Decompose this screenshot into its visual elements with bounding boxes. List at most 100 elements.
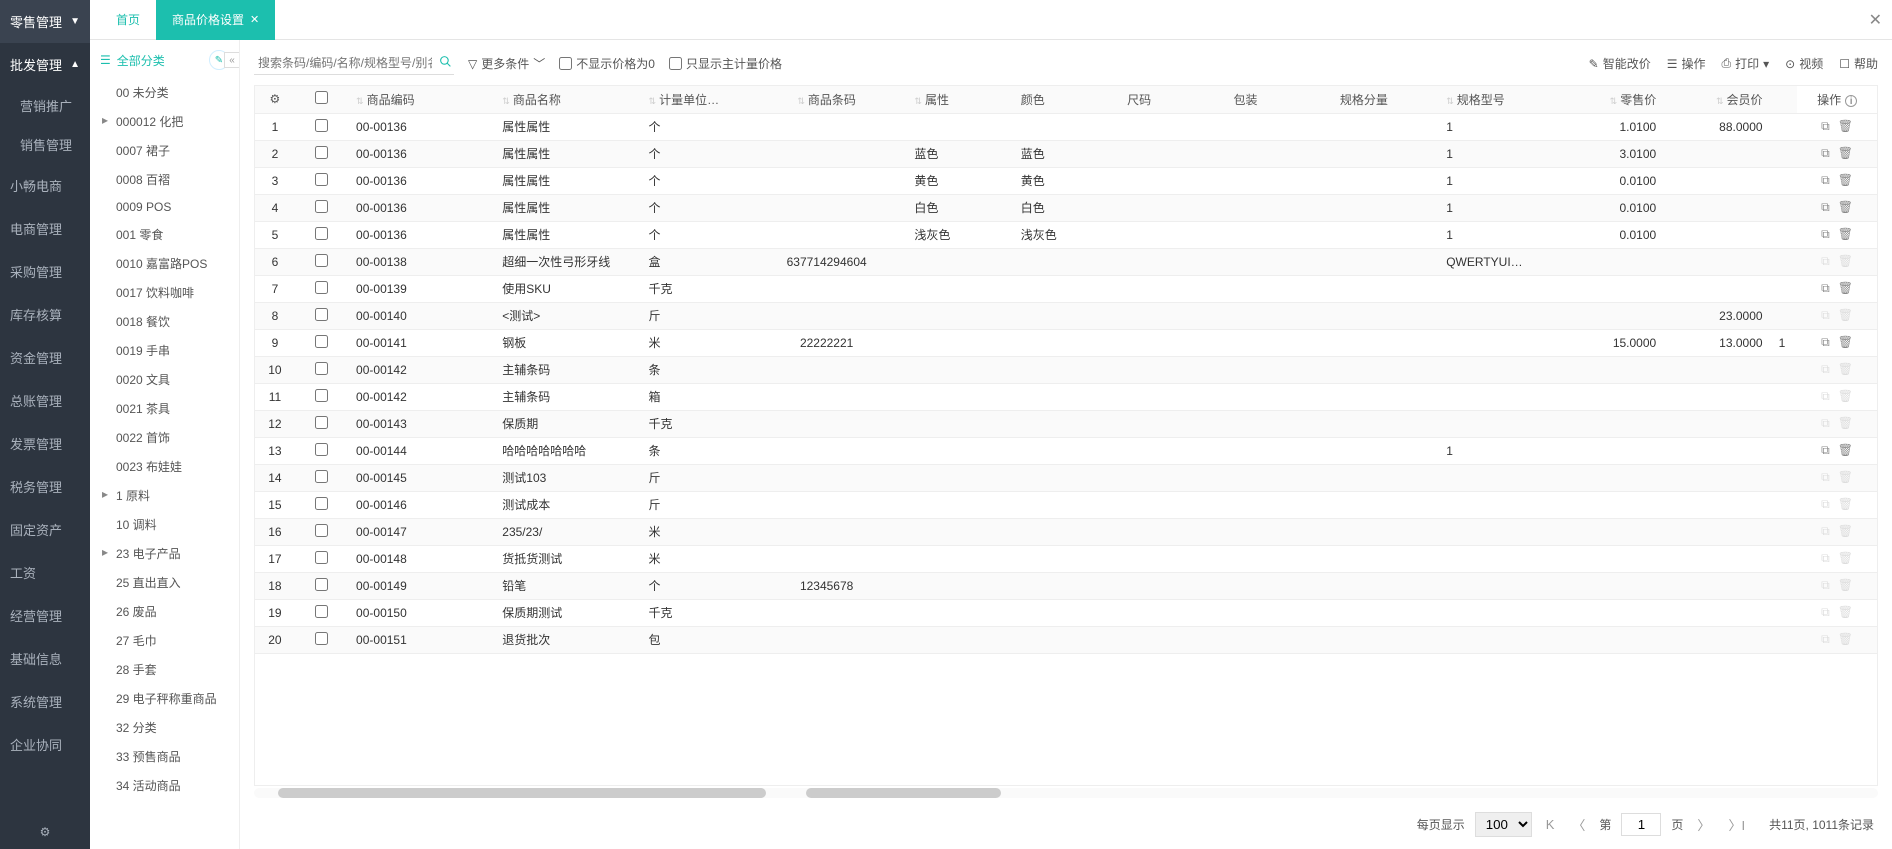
- table-row[interactable]: 1900-00150保质期测试千克⧉🗑: [255, 599, 1877, 626]
- close-all-icon[interactable]: ✕: [1869, 10, 1882, 30]
- table-row[interactable]: 1800-00149铅笔个12345678⧉🗑: [255, 572, 1877, 599]
- delete-icon[interactable]: 🗑: [1838, 227, 1853, 242]
- table-row[interactable]: 400-00136属性属性个白色白色10.0100⧉🗑: [255, 194, 1877, 221]
- sidebar-item[interactable]: 发票管理: [0, 422, 90, 465]
- cell-member-price[interactable]: 13.0000: [1664, 329, 1770, 356]
- copy-icon[interactable]: ⧉: [1821, 281, 1830, 296]
- sidebar-subitem[interactable]: 营销推广: [0, 86, 90, 125]
- cell-member-price[interactable]: [1664, 626, 1770, 653]
- row-checkbox[interactable]: [315, 335, 328, 348]
- collapse-icon[interactable]: «: [224, 52, 240, 68]
- col-code[interactable]: ⇅商品编码: [348, 86, 494, 113]
- horizontal-scrollbar[interactable]: [254, 788, 1878, 802]
- copy-icon[interactable]: ⧉: [1821, 335, 1830, 350]
- cell-retail-price[interactable]: 0.0100: [1558, 167, 1664, 194]
- next-page-button[interactable]: 〉: [1693, 815, 1714, 834]
- cell-retail-price[interactable]: [1558, 302, 1664, 329]
- cell-member-price[interactable]: [1664, 194, 1770, 221]
- table-wrapper[interactable]: ⚙ ⇅商品编码 ⇅商品名称 ⇅计量单位… ⇅商品条码 ⇅属性 颜色 尺码 包装 …: [254, 85, 1878, 786]
- cell-retail-price[interactable]: [1558, 356, 1664, 383]
- table-row[interactable]: 800-00140<测试>斤23.0000⧉🗑: [255, 302, 1877, 329]
- cell-member-price[interactable]: [1664, 464, 1770, 491]
- cell-member-price[interactable]: [1664, 221, 1770, 248]
- row-checkbox[interactable]: [315, 119, 328, 132]
- cell-member-price[interactable]: [1664, 599, 1770, 626]
- tree-item[interactable]: 27 毛巾: [90, 626, 239, 655]
- table-row[interactable]: 1700-00148货抵货测试米⧉🗑: [255, 545, 1877, 572]
- hide-zero-input[interactable]: [559, 57, 572, 70]
- sidebar-settings[interactable]: ⚙: [0, 815, 90, 849]
- sidebar-item[interactable]: 企业协同: [0, 723, 90, 766]
- tree-item[interactable]: 1 原料: [90, 481, 239, 510]
- row-checkbox[interactable]: [315, 173, 328, 186]
- tree-item[interactable]: 0009 POS: [90, 194, 239, 220]
- copy-icon[interactable]: ⧉: [1821, 146, 1830, 161]
- table-row[interactable]: 1400-00145测试103斤⧉🗑: [255, 464, 1877, 491]
- tree-item[interactable]: 25 直出直入: [90, 568, 239, 597]
- sidebar-item[interactable]: 库存核算: [0, 293, 90, 336]
- tree-item[interactable]: 23 电子产品: [90, 539, 239, 568]
- col-color[interactable]: 颜色: [1013, 86, 1119, 113]
- tree-item[interactable]: 34 活动商品: [90, 771, 239, 800]
- row-checkbox[interactable]: [315, 632, 328, 645]
- table-row[interactable]: 2000-00151退货批次包⧉🗑: [255, 626, 1877, 653]
- cell-member-price[interactable]: [1664, 167, 1770, 194]
- only-main-checkbox[interactable]: 只显示主计量价格: [669, 55, 782, 72]
- cell-retail-price[interactable]: 0.0100: [1558, 221, 1664, 248]
- tree-item[interactable]: 32 分类: [90, 713, 239, 742]
- table-row[interactable]: 1300-00144哈哈哈哈哈哈哈条1⧉🗑: [255, 437, 1877, 464]
- sidebar-item[interactable]: 电商管理: [0, 207, 90, 250]
- table-row[interactable]: 1600-00147235/23/米⧉🗑: [255, 518, 1877, 545]
- delete-icon[interactable]: 🗑: [1838, 146, 1853, 161]
- sidebar-item[interactable]: 采购管理: [0, 250, 90, 293]
- col-checkbox[interactable]: [295, 86, 348, 113]
- tree-item[interactable]: 28 手套: [90, 655, 239, 684]
- col-settings[interactable]: ⚙: [255, 86, 295, 113]
- cell-retail-price[interactable]: [1558, 491, 1664, 518]
- cell-retail-price[interactable]: 3.0100: [1558, 140, 1664, 167]
- row-checkbox[interactable]: [315, 578, 328, 591]
- action-button[interactable]: ☰ 操作: [1667, 55, 1706, 72]
- cell-retail-price[interactable]: 0.0100: [1558, 194, 1664, 221]
- table-row[interactable]: 600-00138超细一次性弓形牙线盒637714294604QWERTYUI……: [255, 248, 1877, 275]
- tree-item[interactable]: 0007 裙子: [90, 136, 239, 165]
- row-checkbox[interactable]: [315, 470, 328, 483]
- first-page-button[interactable]: K: [1542, 817, 1559, 832]
- row-checkbox[interactable]: [315, 308, 328, 321]
- sidebar-item[interactable]: 系统管理: [0, 680, 90, 723]
- sidebar-item[interactable]: 税务管理: [0, 465, 90, 508]
- table-row[interactable]: 1100-00142主辅条码箱⧉🗑: [255, 383, 1877, 410]
- tree-item[interactable]: 001 零食: [90, 220, 239, 249]
- col-pack[interactable]: 包装: [1225, 86, 1331, 113]
- delete-icon[interactable]: 🗑: [1838, 119, 1853, 134]
- delete-icon[interactable]: 🗑: [1838, 443, 1853, 458]
- sidebar-item[interactable]: 基础信息: [0, 637, 90, 680]
- page-size-select[interactable]: 100: [1475, 812, 1532, 837]
- tree-item[interactable]: 00 未分类: [90, 78, 239, 107]
- delete-icon[interactable]: 🗑: [1838, 335, 1853, 350]
- cell-member-price[interactable]: 23.0000: [1664, 302, 1770, 329]
- cell-member-price[interactable]: 88.0000: [1664, 113, 1770, 140]
- delete-icon[interactable]: 🗑: [1838, 281, 1853, 296]
- table-row[interactable]: 900-00141钢板米2222222115.000013.00001⧉🗑: [255, 329, 1877, 356]
- cell-retail-price[interactable]: [1558, 572, 1664, 599]
- print-button[interactable]: ⎙ 打印 ▾: [1721, 55, 1769, 72]
- col-retail-price[interactable]: ⇅零售价: [1558, 86, 1664, 113]
- smart-price-button[interactable]: ✎ 智能改价: [1589, 55, 1651, 72]
- sidebar-subitem[interactable]: 销售管理: [0, 125, 90, 164]
- cell-member-price[interactable]: [1664, 437, 1770, 464]
- cell-retail-price[interactable]: [1558, 545, 1664, 572]
- cell-member-price[interactable]: [1664, 518, 1770, 545]
- cell-retail-price[interactable]: 1.0100: [1558, 113, 1664, 140]
- tree-item[interactable]: 0017 饮料咖啡: [90, 278, 239, 307]
- row-checkbox[interactable]: [315, 146, 328, 159]
- table-row[interactable]: 200-00136属性属性个蓝色蓝色13.0100⧉🗑: [255, 140, 1877, 167]
- scroll-thumb[interactable]: [806, 788, 1001, 798]
- row-checkbox[interactable]: [315, 200, 328, 213]
- sidebar-item[interactable]: 总账管理: [0, 379, 90, 422]
- row-checkbox[interactable]: [315, 389, 328, 402]
- cell-retail-price[interactable]: [1558, 626, 1664, 653]
- copy-icon[interactable]: ⧉: [1821, 173, 1830, 188]
- cell-member-price[interactable]: [1664, 545, 1770, 572]
- prev-page-button[interactable]: 〈: [1568, 815, 1589, 834]
